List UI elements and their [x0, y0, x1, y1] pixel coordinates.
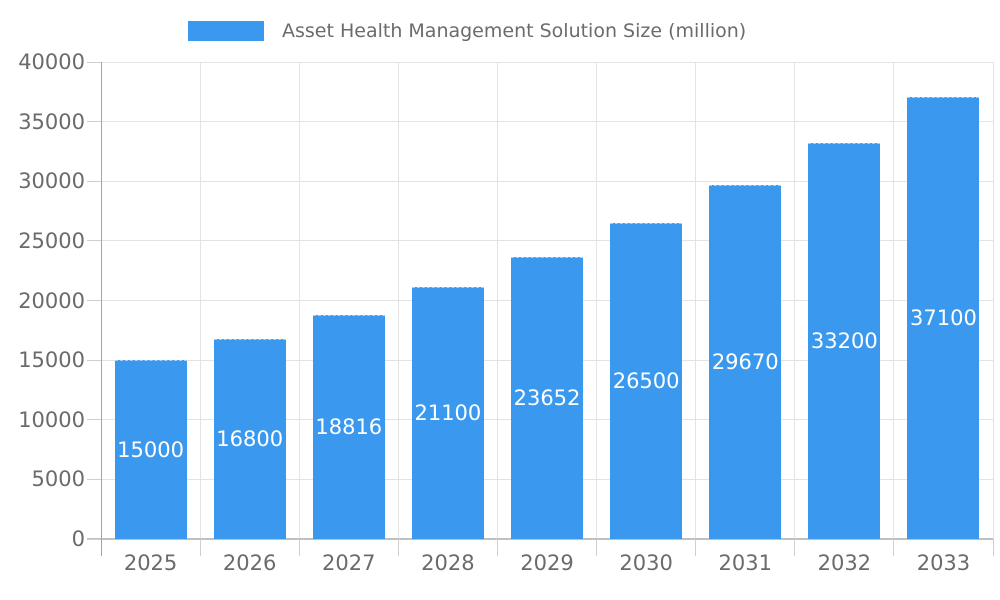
x-axis-label: 2026 [222, 551, 277, 575]
y-axis-label: 30000 [18, 169, 85, 194]
y-tick-mark [87, 478, 101, 480]
y-tick-mark [87, 538, 101, 540]
x-gridline [496, 62, 498, 539]
bar[interactable] [114, 360, 187, 539]
y-tick-mark [87, 359, 101, 361]
x-axis-label: 2028 [421, 551, 475, 575]
x-gridline [199, 62, 201, 539]
bar[interactable] [808, 143, 881, 539]
bar-value-label: 33200 [810, 329, 878, 354]
legend-swatch[interactable] [188, 21, 264, 41]
bar[interactable] [907, 96, 980, 539]
bar[interactable] [610, 223, 683, 539]
y-tick-mark [87, 240, 101, 242]
y-gridline [101, 240, 993, 242]
bar-value-label: 37100 [910, 305, 977, 330]
x-tick-mark [596, 539, 598, 556]
y-tick-mark [87, 121, 101, 123]
x-gridline [298, 62, 300, 539]
y-tick-mark [87, 300, 101, 301]
y-axis-label: 5000 [31, 467, 85, 492]
bar-value-label: 26500 [612, 368, 680, 393]
y-tick-mark [87, 61, 101, 63]
y-gridline [101, 61, 993, 63]
bar[interactable] [312, 314, 385, 539]
x-axis-label: 2033 [916, 551, 971, 575]
bar-value-label: 21100 [414, 401, 482, 426]
bar-value-label: 23652 [513, 385, 581, 410]
x-gridline [992, 62, 994, 539]
x-gridline [397, 62, 399, 539]
y-tick-mark [87, 419, 101, 421]
x-tick-mark [298, 539, 300, 556]
x-axis-label: 2032 [817, 551, 872, 575]
y-axis-line [101, 62, 102, 556]
plot-area: 0 5000 10000 15000 20000 25000 30000 35000 40000… [18, 50, 994, 575]
x-axis-label: 2030 [619, 551, 673, 575]
bar-value-label: 16800 [216, 426, 284, 451]
x-axis-label: 2029 [520, 551, 574, 575]
y-axis-label: 15000 [18, 348, 85, 373]
y-tick-mark [87, 180, 101, 182]
x-axis-label: 2027 [322, 551, 376, 575]
x-tick-mark [695, 539, 697, 556]
bar[interactable] [709, 185, 782, 539]
y-axis-label: 40000 [18, 50, 85, 74]
x-tick-mark [992, 539, 994, 556]
x-tick-mark [794, 539, 796, 556]
y-gridline [101, 121, 993, 123]
bar-value-label: 29670 [711, 350, 779, 375]
bar[interactable] [213, 338, 286, 539]
x-tick-mark [199, 539, 201, 556]
bar[interactable] [511, 256, 583, 539]
x-gridline [695, 62, 697, 539]
y-axis-label: 10000 [18, 407, 85, 432]
legend: Asset Health Management Solution Size (m… [0, 0, 1000, 56]
x-axis-label: 2025 [123, 551, 178, 575]
y-axis-label: 35000 [18, 109, 85, 134]
y-axis-label: 20000 [18, 288, 85, 313]
x-tick-mark [496, 539, 498, 556]
x-gridline [794, 62, 796, 539]
y-axis-label: 25000 [18, 228, 85, 253]
bar[interactable] [411, 287, 484, 539]
x-tick-mark [397, 539, 399, 556]
x-gridline [596, 62, 598, 539]
x-axis-label: 2031 [718, 551, 772, 575]
y-gridline [101, 180, 993, 182]
x-gridline [893, 62, 895, 539]
y-gridline [101, 538, 993, 540]
bar-value-label: 15000 [117, 437, 184, 462]
legend-label[interactable]: Asset Health Management Solution Size (m… [282, 20, 747, 42]
y-axis-label: 0 [71, 527, 85, 551]
bar-value-label: 18816 [315, 414, 383, 439]
x-tick-mark [893, 539, 895, 556]
